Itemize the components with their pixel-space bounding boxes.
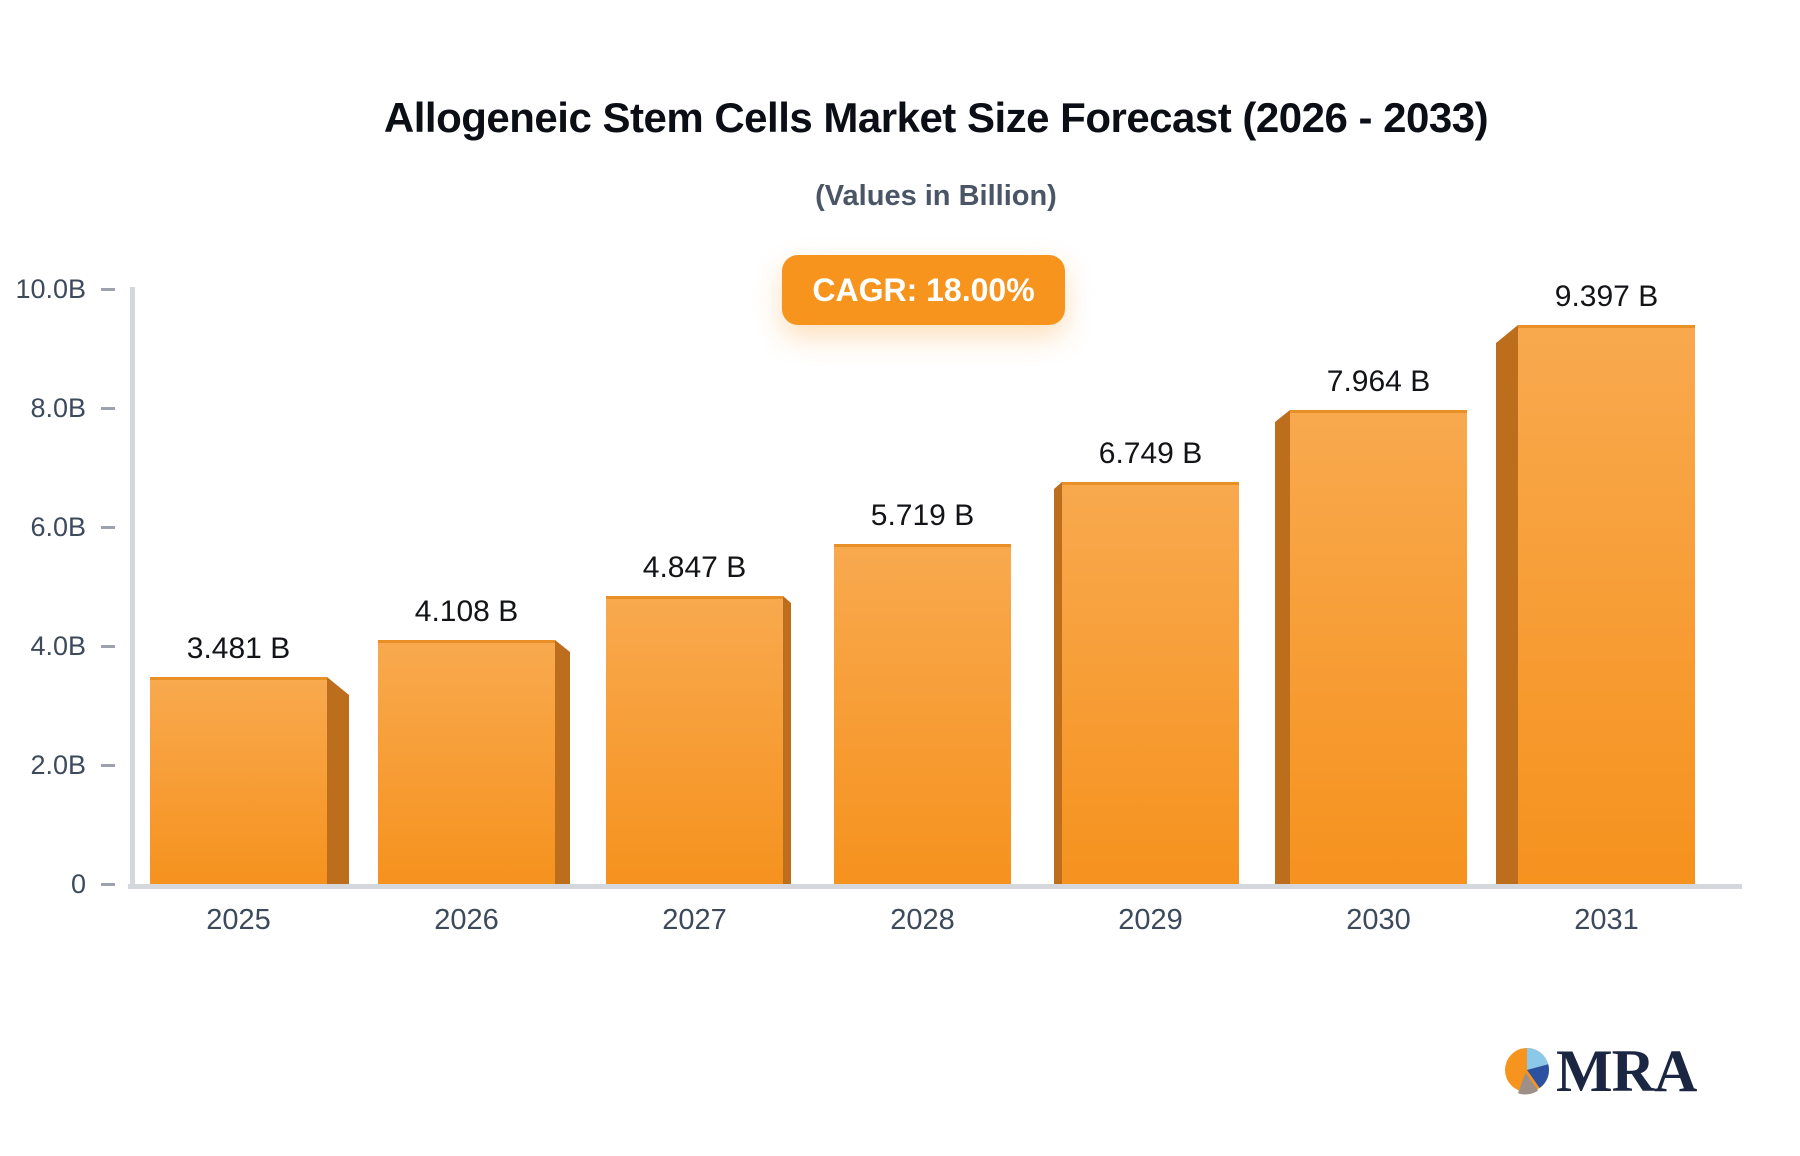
x-axis-label: 2026 [434, 904, 499, 936]
bar [834, 544, 1011, 884]
bar-side-panel [1496, 325, 1518, 884]
y-axis-tick [101, 764, 115, 767]
bar-value-label: 7.964 B [1326, 365, 1431, 398]
y-axis-tick [101, 407, 115, 410]
bar-side-panel [327, 677, 349, 884]
bar-side-panel [1054, 482, 1062, 884]
logo-text: MRA [1556, 1038, 1697, 1104]
bar [1290, 410, 1467, 884]
chart-subtitle: (Values in Billion) [815, 180, 1057, 212]
y-axis-tick-label: 4.0B [30, 631, 86, 661]
x-axis-line [128, 884, 1742, 889]
y-axis-tick-label: 6.0B [30, 512, 86, 542]
bar-value-label: 3.481 B [186, 632, 291, 665]
x-axis-label: 2028 [890, 904, 955, 936]
y-axis-tick-label: 8.0B [30, 393, 86, 423]
bar-side-panel [1275, 410, 1290, 884]
bar [1518, 325, 1695, 884]
bar [1062, 482, 1239, 884]
brand-logo: MRA [1502, 1036, 1697, 1106]
y-axis-line [130, 287, 135, 889]
y-axis-tick [101, 288, 115, 291]
y-axis-tick [101, 645, 115, 648]
bar [150, 677, 327, 884]
x-axis-label: 2029 [1118, 904, 1183, 936]
y-axis-tick-label: 10.0B [15, 274, 86, 304]
bar-value-label: 4.108 B [414, 595, 519, 628]
pie-logo-icon [1505, 1048, 1549, 1095]
bar-value-label: 9.397 B [1554, 280, 1659, 313]
x-axis-label: 2030 [1346, 904, 1411, 936]
y-axis-tick [101, 526, 115, 529]
bar [378, 640, 555, 884]
bar-value-label: 5.719 B [870, 499, 975, 532]
bar-side-panel [555, 640, 570, 884]
x-axis-label: 2027 [662, 904, 727, 936]
x-axis-label: 2031 [1574, 904, 1639, 936]
bar-side-panel [783, 596, 791, 884]
bar-value-label: 4.847 B [642, 551, 747, 584]
cagr-badge: CAGR: 18.00% [782, 255, 1065, 325]
bar [606, 596, 783, 884]
y-axis-tick [101, 883, 115, 886]
y-axis-tick-label: 0 [70, 869, 86, 899]
chart-title: Allogeneic Stem Cells Market Size Foreca… [383, 94, 1489, 141]
y-axis-tick-label: 2.0B [30, 750, 86, 780]
x-axis-label: 2025 [206, 904, 271, 936]
bar-value-label: 6.749 B [1098, 437, 1203, 470]
